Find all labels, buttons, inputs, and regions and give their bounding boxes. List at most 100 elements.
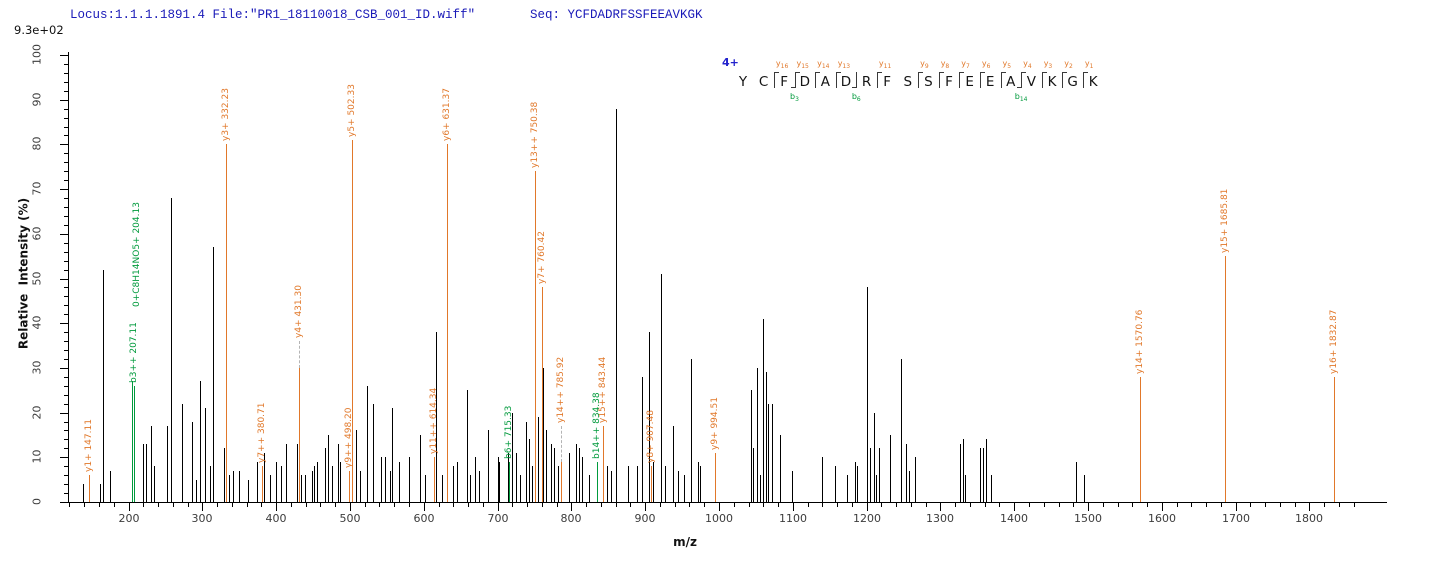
spectrum-peak	[1225, 256, 1226, 502]
b-ion-label: b6	[851, 92, 861, 103]
x-tick	[999, 503, 1000, 507]
spectrum-peak	[874, 413, 875, 502]
spectrum-peak	[960, 444, 961, 502]
x-tick	[232, 503, 233, 507]
x-tick	[1103, 503, 1104, 507]
y-tick	[64, 127, 68, 128]
x-tick	[247, 503, 248, 507]
residue: Y	[738, 74, 748, 90]
y-tick	[60, 413, 68, 414]
y-tick-label: 70	[30, 181, 44, 196]
x-tick	[498, 503, 499, 511]
residue: K	[1088, 74, 1098, 90]
peak-label: b3++ 207.11	[129, 321, 139, 383]
y-tick-label: 80	[30, 136, 44, 151]
spectrum-peak	[879, 448, 880, 502]
y-tick	[64, 395, 68, 396]
b-ion-hook	[1017, 87, 1022, 88]
cleavage-marker	[1082, 72, 1088, 88]
y-ion-label: y9	[920, 59, 929, 70]
y-ion-label: y2	[1064, 59, 1073, 70]
peak-label: y6+ 631.37	[442, 88, 452, 142]
spectrum-peak	[551, 444, 552, 502]
y-ion-label: y14	[817, 59, 830, 70]
spectrum-peak	[182, 404, 183, 502]
peak-label-connector	[561, 426, 562, 462]
x-tick	[1162, 503, 1163, 511]
spectrum-peak	[239, 471, 240, 502]
spectrum-peak	[192, 422, 193, 502]
x-tick-label: 1100	[779, 512, 807, 525]
spectrum-peak	[822, 457, 823, 502]
x-tick-label: 1500	[1074, 512, 1102, 525]
spectrum-peak	[453, 466, 454, 502]
spectrum-peak	[542, 287, 543, 502]
x-tick-label: 200	[118, 512, 140, 525]
header-sequence: Seq: YCFDADRFSSFEEAVKGK	[530, 8, 703, 22]
peak-label: y14++ 785.92	[556, 356, 566, 423]
y-tick	[64, 270, 68, 271]
spectrum-peak	[901, 359, 902, 502]
spectrum-peak	[661, 274, 662, 502]
cleavage-marker	[790, 72, 800, 88]
spectrum-peak	[409, 457, 410, 502]
spectrum-peak	[210, 466, 211, 502]
residue: S	[903, 74, 913, 90]
y-ion-hook	[1063, 72, 1068, 73]
y-tick-label: 20	[30, 405, 44, 420]
x-tick	[704, 503, 705, 507]
x-tick	[749, 503, 750, 507]
spectrum-peak	[582, 457, 583, 502]
spectrum-peak	[196, 480, 197, 502]
x-tick	[409, 503, 410, 507]
spectrum-peak	[447, 144, 448, 502]
x-tick	[926, 503, 927, 507]
spectrum-peak	[678, 471, 679, 502]
spectrum-peak	[698, 462, 699, 502]
y-tick	[64, 171, 68, 172]
x-tick	[527, 503, 528, 507]
residue: A	[1006, 74, 1016, 90]
spectrum-peak	[367, 386, 368, 502]
y-ion-label: y16	[775, 59, 789, 70]
spectrum-peak	[143, 444, 144, 502]
x-tick	[1295, 503, 1296, 507]
spectrum-peak	[516, 453, 517, 502]
x-tick	[439, 503, 440, 507]
spectrum-peak	[314, 466, 315, 502]
spectrum-peak	[766, 372, 767, 502]
spectrum-peak	[611, 471, 612, 502]
spectrum-peak	[700, 466, 701, 502]
cleavage-marker	[979, 72, 985, 88]
cleavage-marker	[876, 72, 882, 88]
spectrum-peak	[305, 475, 306, 502]
y-tick	[64, 484, 68, 485]
spectrum-peak	[665, 466, 666, 502]
x-tick-label: 1700	[1222, 512, 1250, 525]
x-tick	[1354, 503, 1355, 507]
residue: E	[985, 74, 995, 90]
x-tick	[822, 503, 823, 507]
spectrum-peak	[684, 475, 685, 502]
spectrum-peak	[385, 457, 386, 502]
spectrum-peak	[299, 368, 300, 502]
x-tick	[985, 503, 986, 507]
peak-label: y7++ 380.71	[257, 402, 267, 464]
spectrum-peak	[569, 453, 570, 502]
precursor-charge-label: 4+	[722, 56, 739, 69]
header-bar: Locus:1.1.1.1891.4 File:"PR1_18110018_CS…	[0, 8, 1436, 24]
x-tick-label: 1000	[705, 512, 733, 525]
spectrum-peak	[1076, 462, 1077, 502]
spectrum-peak	[986, 439, 987, 502]
y-tick	[64, 216, 68, 217]
y-ion-hook	[877, 72, 882, 73]
residue: F	[945, 74, 953, 90]
y-tick	[64, 439, 68, 440]
spectrum-peak	[470, 475, 471, 502]
spectrum-peak	[532, 466, 533, 502]
x-tick-label: 700	[487, 512, 509, 525]
spectrum-peak	[1334, 377, 1335, 502]
spectrum-peak	[508, 453, 509, 502]
spectrum-peak	[637, 466, 638, 502]
y-tick	[60, 279, 68, 280]
